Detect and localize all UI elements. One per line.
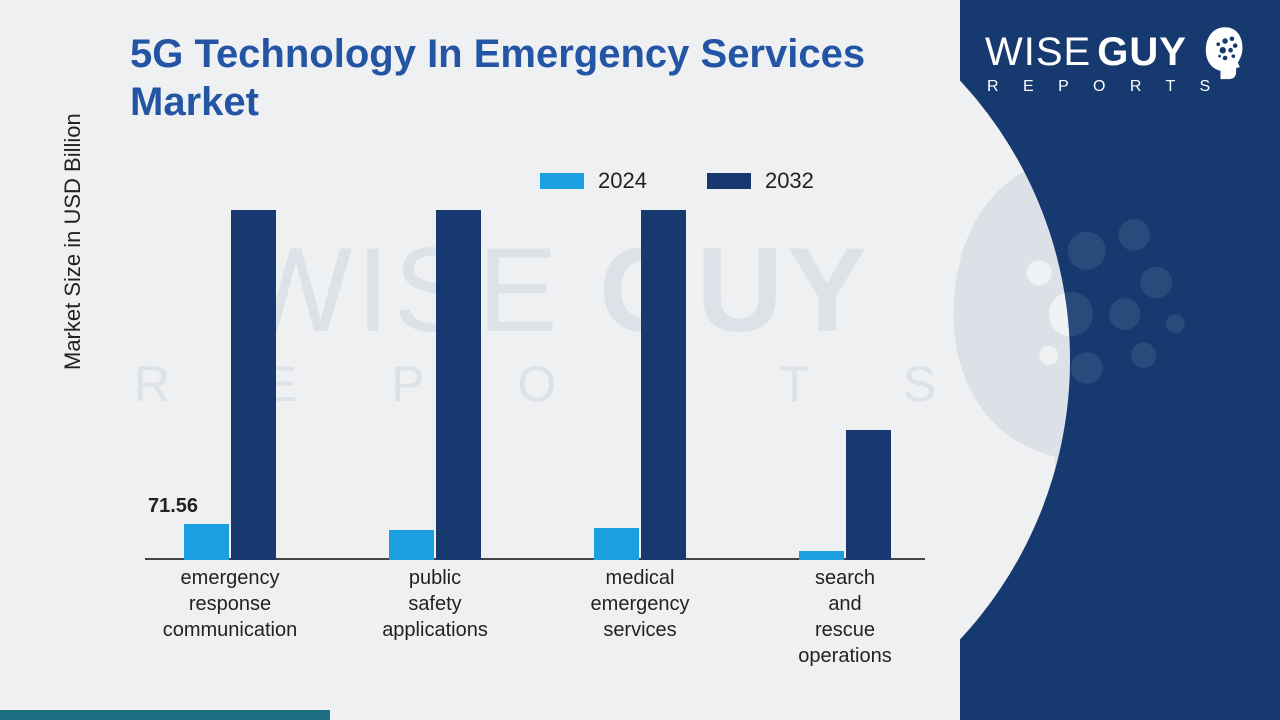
chart-title: 5G Technology In Emergency Services Mark… (130, 30, 880, 126)
x-axis-label: medicalemergencyservices (555, 565, 725, 643)
bar-2024 (799, 551, 844, 560)
brand-logo: WISE GUY R E P O R T S (985, 25, 1255, 96)
bar-2024 (184, 524, 229, 560)
logo-text-wise: WISE (985, 30, 1091, 75)
legend-label: 2024 (598, 168, 647, 194)
logo-subtext: R E P O R T S (985, 78, 1255, 96)
x-axis-label: publicsafetyapplications (350, 565, 520, 643)
legend-label: 2032 (765, 168, 814, 194)
bar-2032 (231, 210, 276, 560)
legend-item: 2024 (540, 168, 647, 194)
bar-2024 (389, 530, 434, 560)
bar-2024 (594, 528, 639, 561)
bottom-accent-bar (0, 710, 330, 720)
bar-2032 (846, 430, 891, 560)
legend-item: 2032 (707, 168, 814, 194)
legend-swatch (707, 173, 751, 189)
bar-2032 (436, 210, 481, 560)
x-axis-label: emergencyresponsecommunication (145, 565, 315, 643)
logo-head-icon (1193, 25, 1248, 80)
chart-canvas: WISE GUY R E P O R T S 5G Technology In … (0, 0, 1280, 720)
logo-text-guy: GUY (1097, 30, 1187, 75)
chart-legend: 2024 2032 (540, 168, 814, 194)
legend-swatch (540, 173, 584, 189)
value-label: 71.56 (148, 495, 198, 518)
y-axis-label: Market Size in USD Billion (60, 113, 86, 370)
bar-2032 (641, 210, 686, 560)
x-axis-label: searchandrescueoperations (760, 565, 930, 669)
plot-area: 71.56 (145, 200, 925, 560)
